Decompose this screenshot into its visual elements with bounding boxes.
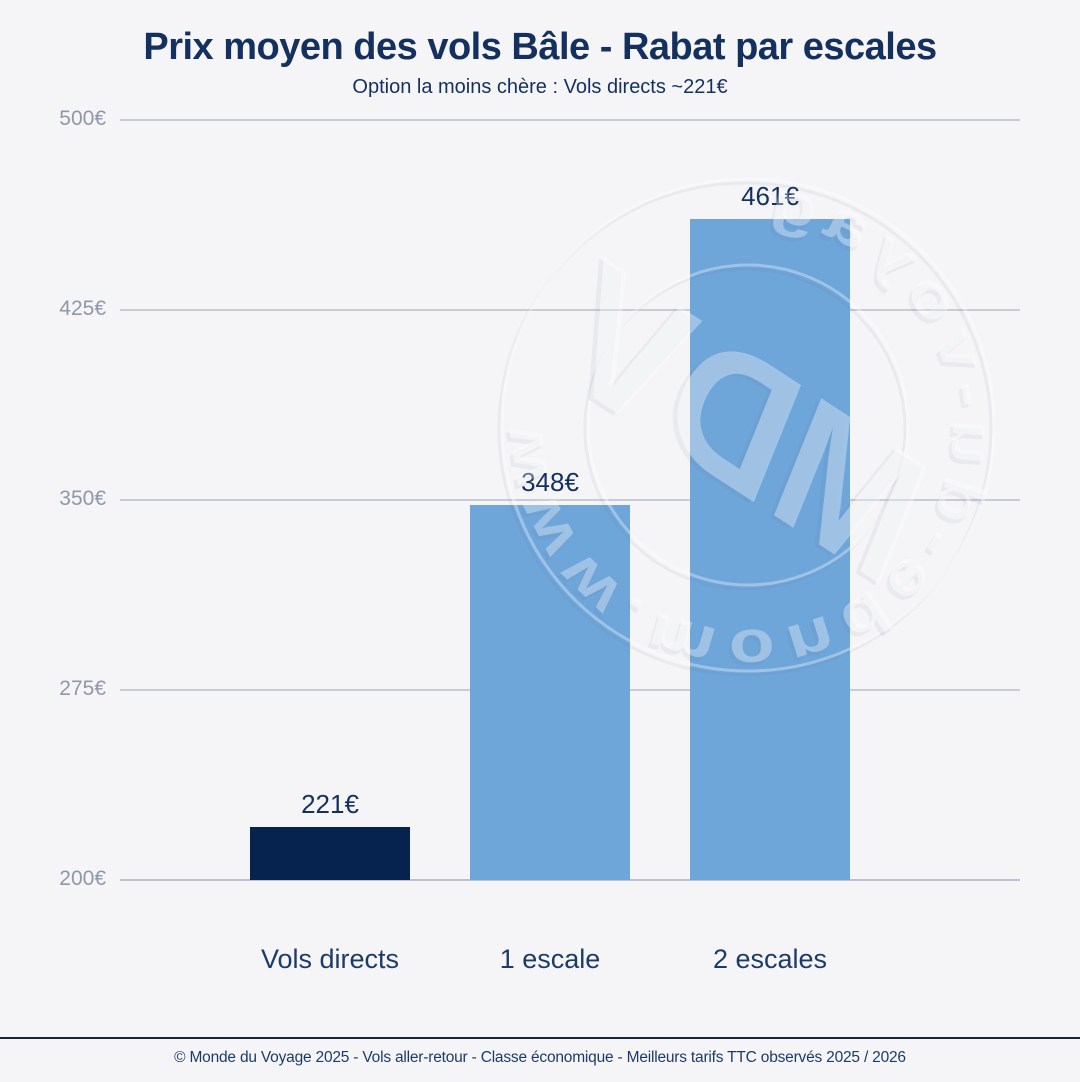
y-axis-tick-label: 350€ (59, 487, 106, 510)
gridline (120, 879, 1020, 881)
bar-vols-directs (250, 826, 410, 880)
bar-2-escales (690, 218, 850, 880)
chart-title: Prix moyen des vols Bâle - Rabat par esc… (143, 26, 937, 68)
y-axis-tick-label: 275€ (59, 677, 106, 700)
gridline (120, 309, 1020, 311)
y-axis-tick-label: 500€ (59, 107, 106, 130)
footer-text: © Monde du Voyage 2025 - Vols aller-reto… (174, 1049, 906, 1066)
bar-value-label: 461€ (741, 180, 799, 211)
y-axis-tick-label: 425€ (59, 297, 106, 320)
bar-1-escale (470, 505, 630, 880)
gridline (120, 119, 1020, 121)
chart-subtitle: Option la moins chère : Vols directs ~22… (352, 76, 728, 98)
gridline (120, 499, 1020, 501)
bar-value-label: 221€ (301, 788, 359, 819)
x-axis-category-label: 1 escale (499, 944, 601, 974)
y-axis-tick-label: 200€ (59, 867, 106, 890)
x-axis-category-label: Vols directs (260, 944, 400, 974)
footer-bar: © Monde du Voyage 2025 - Vols aller-reto… (0, 1037, 1080, 1082)
x-axis-category-label: 2 escales (712, 944, 828, 974)
bar-value-label: 348€ (521, 467, 579, 498)
